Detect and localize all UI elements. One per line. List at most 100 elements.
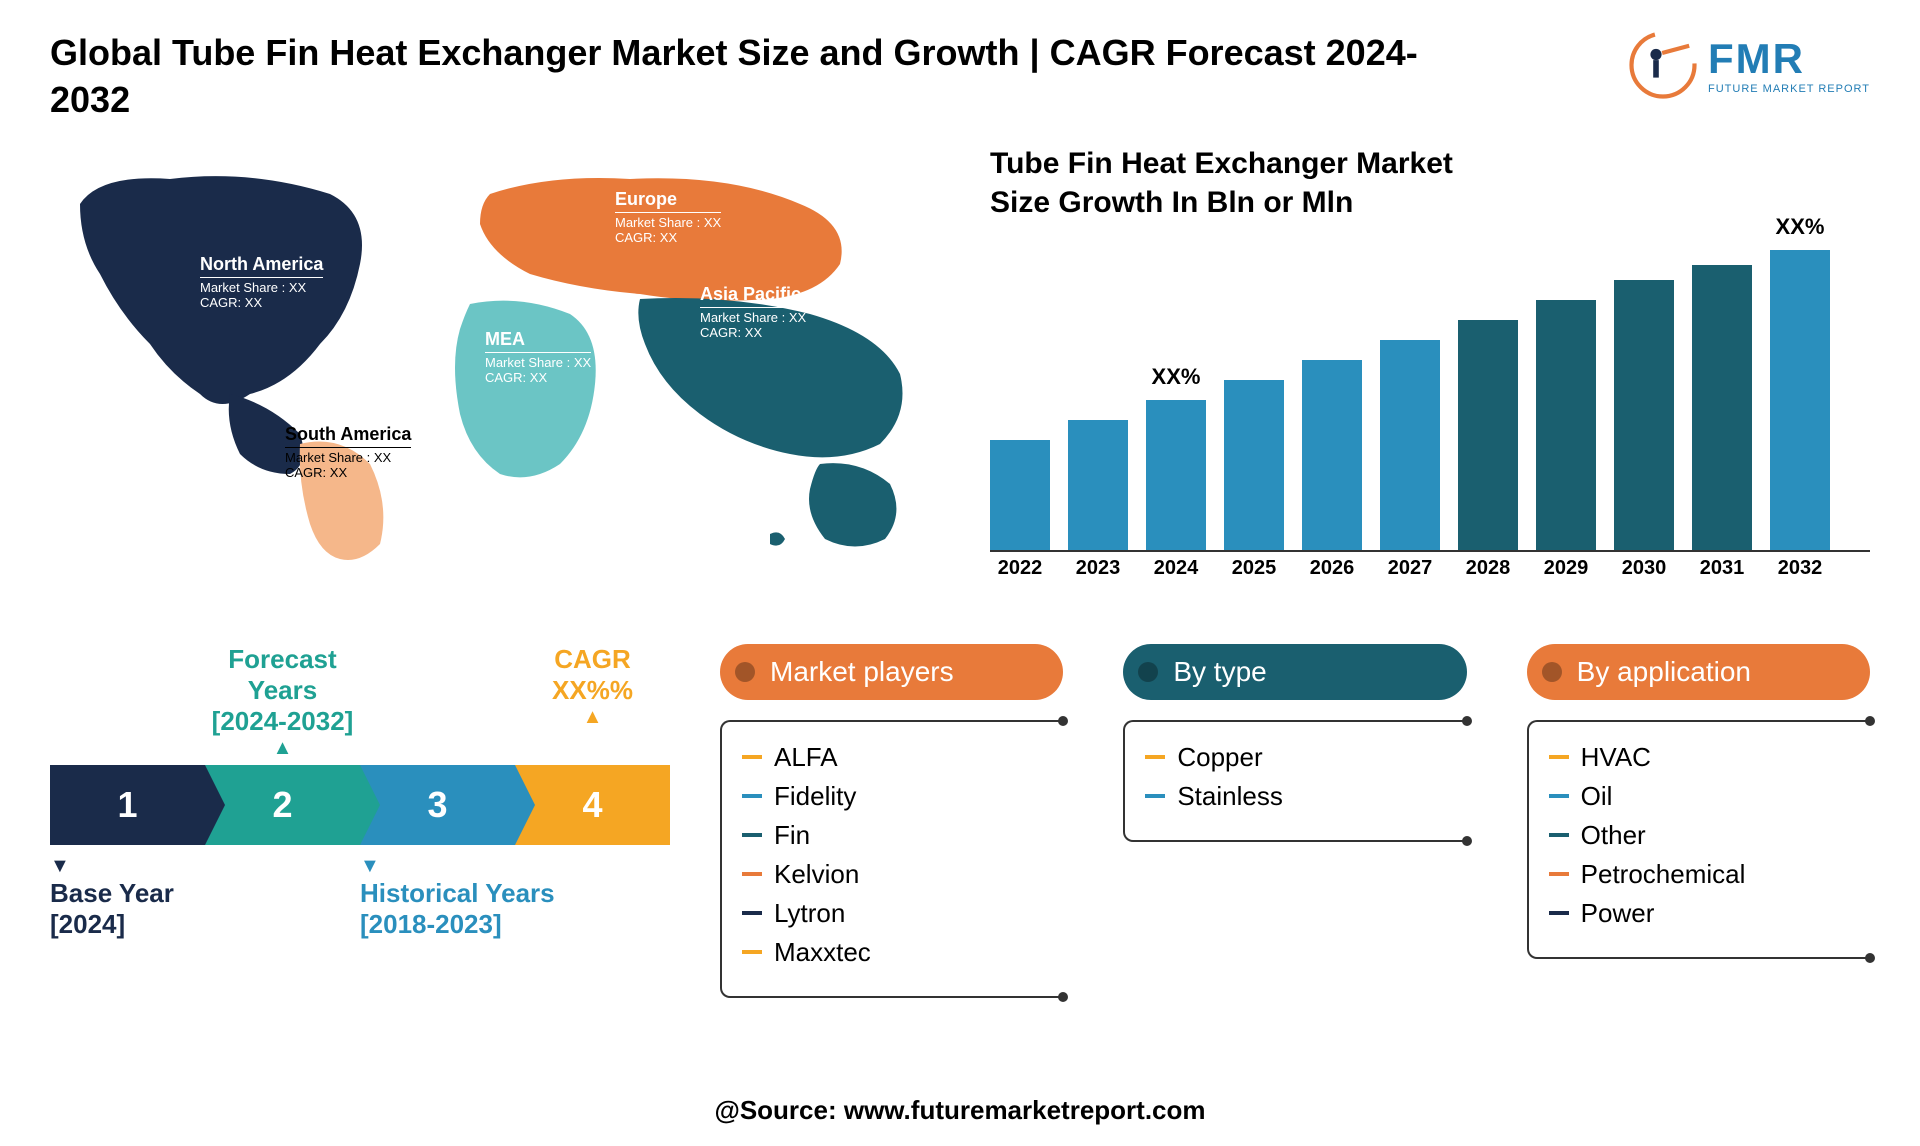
logo: FMR FUTURE MARKET REPORT: [1628, 30, 1870, 100]
source-text: @Source: www.futuremarketreport.com: [714, 1095, 1205, 1126]
category-item-label: Lytron: [774, 898, 845, 929]
tick-icon: [1549, 911, 1569, 915]
tick-icon: [742, 872, 762, 876]
category-bracket: HVAC Oil Other Petrochemical Power: [1527, 720, 1870, 959]
chart-title: Tube Fin Heat Exchanger Market Size Grow…: [990, 144, 1490, 222]
bar: [1302, 360, 1362, 550]
tick-icon: [742, 755, 762, 759]
category-item: Petrochemical: [1549, 859, 1860, 890]
category-bracket: Copper Stainless: [1123, 720, 1466, 842]
region-label: Asia PacificMarket Share : XXCAGR: XX: [700, 284, 806, 340]
bar: [1380, 340, 1440, 550]
timeline-section: Forecast Years [2024-2032] ▲ CAGR XX%% ▲…: [50, 644, 670, 998]
bar-group: 2032XX%: [1770, 250, 1830, 550]
tick-icon: [1549, 755, 1569, 759]
category-item-label: ALFA: [774, 742, 838, 773]
fmr-logo-icon: [1628, 30, 1698, 100]
category-item: Maxxtec: [742, 937, 1053, 968]
category-item: HVAC: [1549, 742, 1860, 773]
base-range: [2024]: [50, 909, 255, 940]
bar: [1770, 250, 1830, 550]
bar-year-label: 2031: [1700, 557, 1745, 580]
bar-group: 2022: [990, 440, 1050, 550]
tick-icon: [1549, 794, 1569, 798]
timeline-segment: 2: [205, 765, 360, 845]
bar-group: 2030: [1614, 280, 1674, 550]
category-item: ALFA: [742, 742, 1053, 773]
bar-year-label: 2025: [1232, 557, 1277, 580]
category-item-label: Kelvion: [774, 859, 859, 890]
bar-year-label: 2027: [1388, 557, 1433, 580]
bar: [1536, 300, 1596, 550]
cagr-value: XX%%: [515, 675, 670, 706]
bar: [1458, 320, 1518, 550]
bar-group: 2028: [1458, 320, 1518, 550]
bar-group: 2031: [1692, 265, 1752, 550]
bar: [1692, 265, 1752, 550]
bar-group: 2025: [1224, 380, 1284, 550]
region-label: MEAMarket Share : XXCAGR: XX: [485, 329, 591, 385]
category-item-label: Oil: [1581, 781, 1613, 812]
timeline-segment: 3: [360, 765, 515, 845]
tick-icon: [742, 950, 762, 954]
historical-range: [2018-2023]: [360, 909, 670, 940]
timeline-bar: 1234: [50, 765, 670, 845]
logo-text-sub: FUTURE MARKET REPORT: [1708, 83, 1870, 95]
bar-chart-section: Tube Fin Heat Exchanger Market Size Grow…: [990, 144, 1870, 564]
category-item: Fidelity: [742, 781, 1053, 812]
category-item: Oil: [1549, 781, 1860, 812]
bar-year-label: 2028: [1466, 557, 1511, 580]
arrow-down-icon: ▲: [515, 706, 670, 729]
category-item-label: Fidelity: [774, 781, 856, 812]
tick-icon: [1549, 833, 1569, 837]
tick-icon: [1549, 872, 1569, 876]
category-item-label: Stainless: [1177, 781, 1283, 812]
category-column: Market players ALFA Fidelity Fin Kelvion Lytr…: [720, 644, 1063, 998]
logo-text-main: FMR: [1708, 35, 1870, 83]
world-map: North AmericaMarket Share : XXCAGR: XXSo…: [50, 144, 950, 564]
cagr-label: CAGR: [515, 644, 670, 675]
bar-group: 2029: [1536, 300, 1596, 550]
arrow-down-icon: ▼: [360, 855, 670, 878]
tick-icon: [742, 833, 762, 837]
tick-icon: [742, 911, 762, 915]
base-label: Base Year: [50, 878, 255, 909]
category-item: Lytron: [742, 898, 1053, 929]
bar: [1068, 420, 1128, 550]
bar-year-label: 2030: [1622, 557, 1667, 580]
category-item: Fin: [742, 820, 1053, 851]
category-item: Copper: [1145, 742, 1456, 773]
category-item: Kelvion: [742, 859, 1053, 890]
page-title: Global Tube Fin Heat Exchanger Market Si…: [50, 30, 1450, 124]
tick-icon: [742, 794, 762, 798]
category-item-label: HVAC: [1581, 742, 1651, 773]
arrow-down-icon: ▲: [205, 737, 360, 760]
bar-year-label: 2023: [1076, 557, 1121, 580]
bar-year-label: 2024: [1154, 557, 1199, 580]
category-header: By application: [1527, 644, 1870, 700]
forecast-label: Forecast Years: [205, 644, 360, 706]
category-item: Stainless: [1145, 781, 1456, 812]
category-item: Power: [1549, 898, 1860, 929]
forecast-range: [2024-2032]: [205, 706, 360, 737]
category-item-label: Power: [1581, 898, 1655, 929]
historical-label: Historical Years: [360, 878, 670, 909]
bar: [1146, 400, 1206, 550]
region-label: South AmericaMarket Share : XXCAGR: XX: [285, 424, 411, 480]
bar: [1614, 280, 1674, 550]
tick-icon: [1145, 794, 1165, 798]
bar-group: 2027: [1380, 340, 1440, 550]
bar-year-label: 2022: [998, 557, 1043, 580]
timeline-segment: 4: [515, 765, 670, 845]
bar-group: 2023: [1068, 420, 1128, 550]
bar-annotation: XX%: [1152, 364, 1201, 390]
category-section: Market players ALFA Fidelity Fin Kelvion Lytr…: [720, 644, 1870, 998]
category-item: Other: [1549, 820, 1860, 851]
bar-year-label: 2026: [1310, 557, 1355, 580]
arrow-down-icon: ▼: [50, 855, 255, 878]
header: Global Tube Fin Heat Exchanger Market Si…: [50, 30, 1870, 124]
bar-group: 2026: [1302, 360, 1362, 550]
bar: [990, 440, 1050, 550]
timeline-segment: 1: [50, 765, 205, 845]
category-header: Market players: [720, 644, 1063, 700]
